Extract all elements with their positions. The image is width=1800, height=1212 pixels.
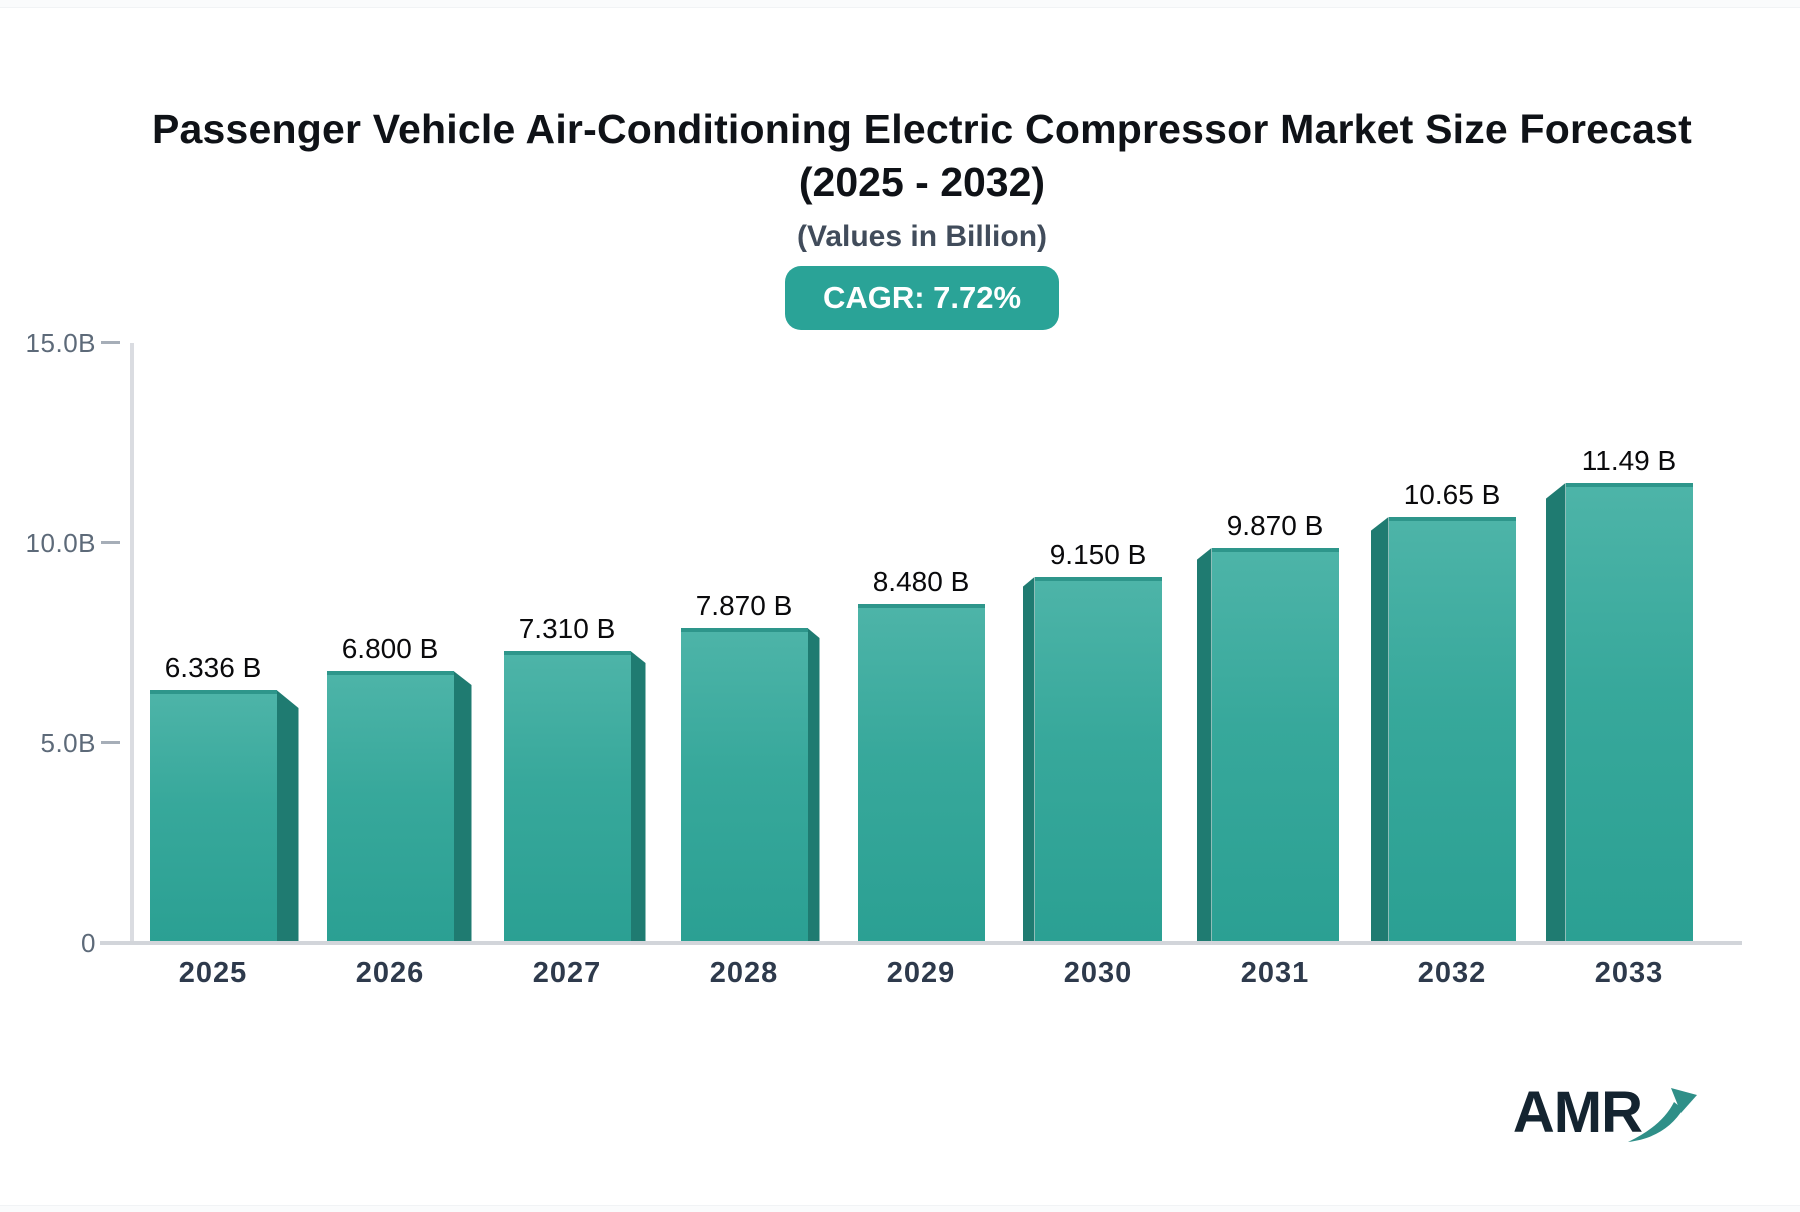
- bar-value-label-2028: 7.870 B: [695, 590, 793, 621]
- bar-2030: [1034, 577, 1162, 941]
- bar-value-label-2029: 8.480 B: [872, 566, 970, 597]
- amr-logo-text: AMR: [1512, 1080, 1643, 1145]
- bar-side-face-2033: [1545, 483, 1566, 941]
- bar-side-face-2030: [1022, 577, 1035, 941]
- x-axis-label-2030: 2030: [1063, 957, 1133, 989]
- y-axis-tick-label: 10.0B: [25, 528, 96, 558]
- bar-side-face-2031: [1196, 548, 1212, 941]
- bar-2032: [1388, 517, 1516, 941]
- y-axis-line: [130, 343, 134, 943]
- bar-2029: [857, 604, 985, 941]
- bar-value-label-2031: 9.870 B: [1226, 510, 1324, 541]
- bar-2025: [149, 690, 277, 941]
- amr-logo: AMR: [1513, 1084, 1700, 1149]
- bar-side-face-2027: [630, 651, 646, 941]
- bar-side-face-2026: [453, 671, 472, 941]
- x-axis-label-2031: 2031: [1240, 957, 1310, 989]
- y-axis-tick-mark: [101, 741, 120, 744]
- bar-value-label-2033: 11.49 B: [1581, 445, 1677, 476]
- bar-value-label-2032: 10.65 B: [1403, 479, 1501, 510]
- x-axis-label-2025: 2025: [178, 957, 248, 989]
- chart-title-line2: (2025 - 2032): [798, 159, 1046, 205]
- bar-value-label-2026: 6.800 B: [341, 633, 439, 664]
- y-axis-tick-label: 5.0B: [40, 728, 96, 758]
- page-top-edge: [0, 0, 1800, 8]
- x-axis-label-2028: 2028: [709, 957, 779, 989]
- chart-title-line1: Passenger Vehicle Air-Conditioning Elect…: [151, 106, 1693, 152]
- growth-arrow-icon: [1626, 1086, 1700, 1149]
- bar-2031: [1211, 548, 1339, 941]
- bar-2026: [326, 671, 454, 941]
- bar-value-label-2025: 6.336 B: [164, 652, 262, 683]
- chart-subtitle: (Values in Billion): [796, 220, 1048, 253]
- y-axis-tick-mark: [101, 341, 120, 344]
- page-bottom-edge: [0, 1205, 1800, 1212]
- bar-value-label-2030: 9.150 B: [1049, 539, 1147, 570]
- x-axis-label-2033: 2033: [1594, 957, 1664, 989]
- bar-side-face-2028: [807, 628, 820, 941]
- bar-side-face-2025: [276, 690, 299, 941]
- bar-2028: [680, 628, 808, 941]
- y-axis-tick-mark: [101, 541, 120, 544]
- x-axis-label-2027: 2027: [532, 957, 602, 989]
- x-axis-label-2026: 2026: [355, 957, 425, 989]
- x-axis-label-2029: 2029: [886, 957, 956, 989]
- bar-2033: [1565, 483, 1693, 941]
- bar-value-label-2027: 7.310 B: [518, 613, 616, 644]
- chart-header: Passenger Vehicle Air-Conditioning Elect…: [0, 0, 1800, 330]
- bar-side-face-2032: [1370, 517, 1389, 941]
- y-axis-tick-label: 15.0B: [25, 328, 96, 358]
- x-axis-line: [100, 941, 1742, 945]
- y-axis-tick-label: 0: [81, 928, 96, 958]
- bar-2027: [503, 651, 631, 941]
- x-axis-label-2032: 2032: [1417, 957, 1487, 989]
- cagr-badge: CAGR: 7.72%: [784, 266, 1060, 330]
